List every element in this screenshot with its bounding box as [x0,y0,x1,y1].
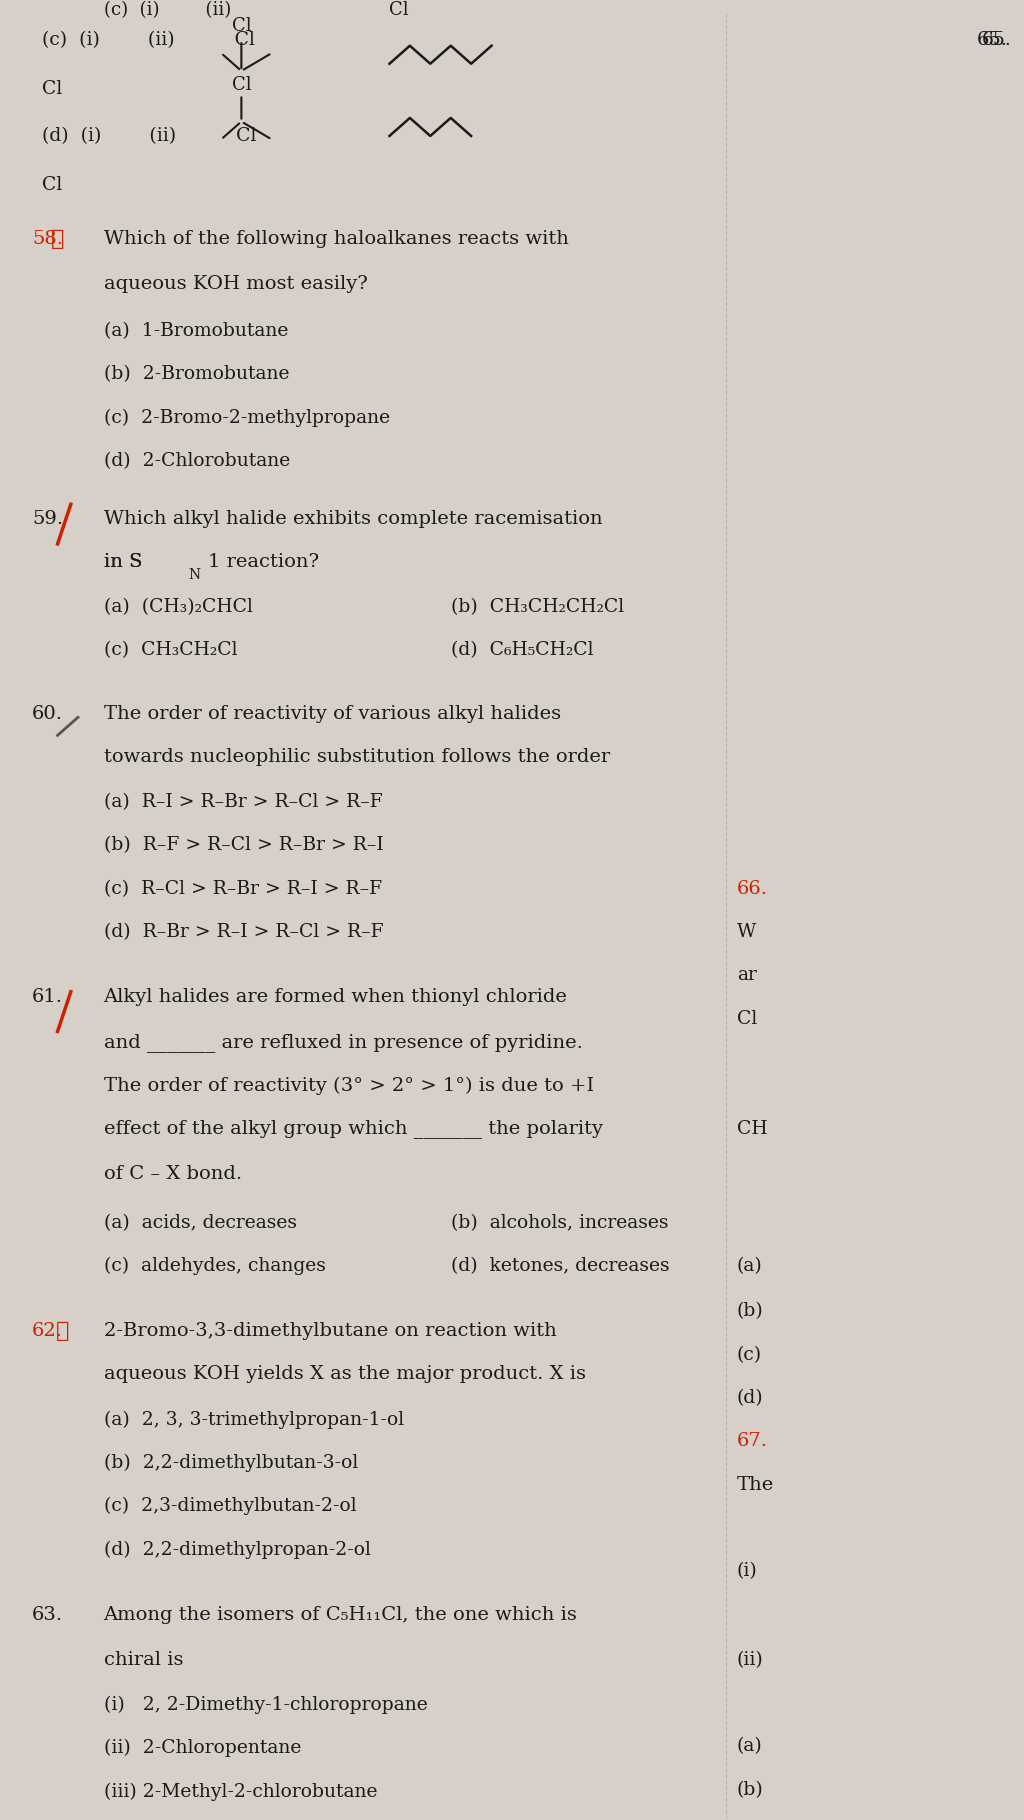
Text: (a)  1-Bromobutane: (a) 1-Bromobutane [103,322,288,340]
Text: (b)  R–F > R–Cl > R–Br > R–I: (b) R–F > R–Cl > R–Br > R–I [103,837,383,855]
Text: chiral is: chiral is [103,1651,183,1669]
Text: towards nucleophilic substitution follows the order: towards nucleophilic substitution follow… [103,748,609,766]
Text: and _______ are refluxed in presence of pyridine.: and _______ are refluxed in presence of … [103,1032,583,1052]
Text: (d)  2-Chlorobutane: (d) 2-Chlorobutane [103,451,290,470]
Text: (ii)  2-Chloropentane: (ii) 2-Chloropentane [103,1740,301,1758]
Text: (d)  (i)        (ii)          Cl: (d) (i) (ii) Cl [42,127,257,146]
Text: N: N [188,568,201,582]
Text: aqueous KOH yields X as the major product. X is: aqueous KOH yields X as the major produc… [103,1365,586,1383]
Text: 1 reaction?: 1 reaction? [208,553,318,571]
Text: (c)  2-Bromo-2-methylpropane: (c) 2-Bromo-2-methylpropane [103,408,390,426]
Text: (ii): (ii) [736,1651,764,1669]
Text: (b)  alcohols, increases: (b) alcohols, increases [451,1214,669,1232]
Text: 65.: 65. [977,31,1008,49]
Text: (d)  2,2-dimethylpropan-2-ol: (d) 2,2-dimethylpropan-2-ol [103,1540,371,1558]
Text: in S: in S [103,553,142,571]
Text: The: The [736,1476,774,1494]
Text: W: W [736,923,756,941]
Text: Which alkyl halide exhibits complete racemisation: Which alkyl halide exhibits complete rac… [103,510,602,528]
Text: aqueous KOH most easily?: aqueous KOH most easily? [103,275,368,293]
Text: (d)  ketones, decreases: (d) ketones, decreases [451,1258,670,1276]
Text: Cl: Cl [42,80,62,98]
Text: (a)  acids, decreases: (a) acids, decreases [103,1214,297,1232]
Text: The order of reactivity of various alkyl halides: The order of reactivity of various alkyl… [103,704,560,723]
Text: 63.: 63. [32,1605,63,1623]
Text: (d)  C₆H₅CH₂Cl: (d) C₆H₅CH₂Cl [451,641,593,659]
Text: (b)  2-Bromobutane: (b) 2-Bromobutane [103,366,289,384]
Text: 66.: 66. [736,879,768,897]
Text: (a): (a) [736,1258,763,1276]
Text: (d): (d) [736,1389,763,1407]
Text: effect of the alkyl group which _______ the polarity: effect of the alkyl group which _______ … [103,1119,602,1139]
Text: of C – X bond.: of C – X bond. [103,1165,242,1183]
Text: 62.: 62. [32,1321,63,1340]
Text: Cl: Cl [231,16,251,35]
Text: (c)  aldehydes, changes: (c) aldehydes, changes [103,1258,326,1276]
Text: (a): (a) [736,1738,763,1756]
Text: Alkyl halides are formed when thionyl chloride: Alkyl halides are formed when thionyl ch… [103,988,567,1006]
Text: 65.: 65. [982,31,1012,49]
Text: 61.: 61. [32,988,63,1006]
Text: (b)  2,2-dimethylbutan-3-ol: (b) 2,2-dimethylbutan-3-ol [103,1454,357,1472]
Text: (c): (c) [736,1345,762,1363]
Text: Cl: Cl [42,177,62,193]
Text: (i)   2, 2-Dimethy-1-chloropropane: (i) 2, 2-Dimethy-1-chloropropane [103,1696,427,1714]
Text: 2-Bromo-3,3-dimethylbutane on reaction with: 2-Bromo-3,3-dimethylbutane on reaction w… [103,1321,556,1340]
Text: Among the isomers of C₅H₁₁Cl, the one which is: Among the isomers of C₅H₁₁Cl, the one wh… [103,1605,578,1623]
Text: (a)  R–I > R–Br > R–Cl > R–F: (a) R–I > R–Br > R–Cl > R–F [103,794,382,812]
Text: ar: ar [736,966,757,985]
Text: (a)  (CH₃)₂CHCl: (a) (CH₃)₂CHCl [103,599,252,617]
Text: (a)  2, 3, 3-trimethylpropan-1-ol: (a) 2, 3, 3-trimethylpropan-1-ol [103,1410,403,1429]
Text: (c)  2,3-dimethylbutan-2-ol: (c) 2,3-dimethylbutan-2-ol [103,1498,356,1516]
Text: 59.: 59. [32,510,63,528]
Text: (b): (b) [736,1780,764,1798]
Text: (iii) 2-Methyl-2-chlorobutane: (iii) 2-Methyl-2-chlorobutane [103,1782,377,1800]
Text: (c)  (i)        (ii): (c) (i) (ii) [103,0,230,18]
Text: CH: CH [736,1119,767,1138]
Text: 60.: 60. [32,704,63,723]
Text: (c)  R–Cl > R–Br > R–I > R–F: (c) R–Cl > R–Br > R–I > R–F [103,879,382,897]
Text: (c)  (i)        (ii)          Cl: (c) (i) (ii) Cl [42,31,255,49]
Text: in S: in S [103,553,142,571]
Text: (b)  CH₃CH₂CH₂Cl: (b) CH₃CH₂CH₂Cl [451,599,624,617]
Text: Which of the following haloalkanes reacts with: Which of the following haloalkanes react… [103,229,568,248]
Text: ✓: ✓ [56,1320,70,1341]
Text: Cl: Cl [736,1010,757,1028]
Text: (i): (i) [736,1562,758,1580]
Text: (c)  CH₃CH₂Cl: (c) CH₃CH₂Cl [103,641,237,659]
Text: ✓: ✓ [51,228,65,249]
Text: The order of reactivity (3° > 2° > 1°) is due to +I: The order of reactivity (3° > 2° > 1°) i… [103,1076,594,1096]
Text: (d)  R–Br > R–I > R–Cl > R–F: (d) R–Br > R–I > R–Cl > R–F [103,923,383,941]
Text: 58.: 58. [32,229,63,248]
Text: (b): (b) [736,1303,764,1320]
Text: 67.: 67. [736,1432,768,1451]
Text: Cl: Cl [389,0,409,18]
Text: Cl: Cl [231,76,251,95]
